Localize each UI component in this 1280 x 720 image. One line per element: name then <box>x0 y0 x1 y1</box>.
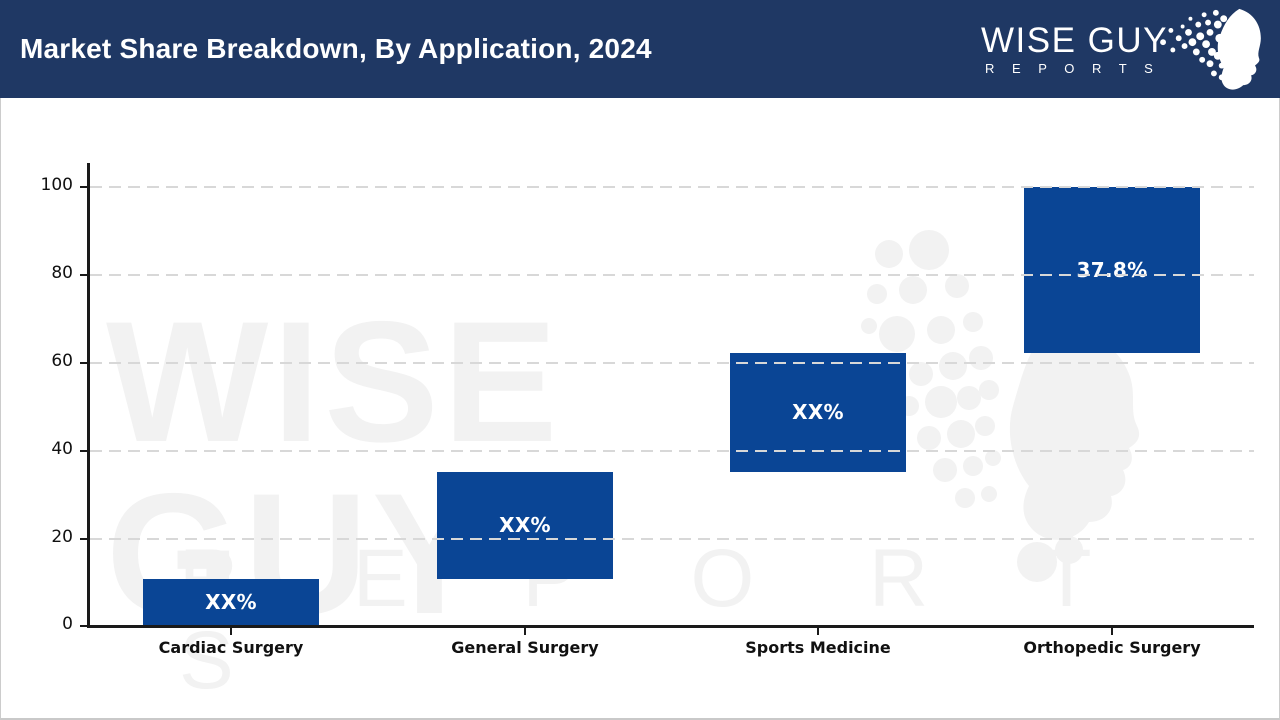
logo-subtitle: R E P O R T S <box>984 60 1160 76</box>
y-axis-line <box>87 163 90 627</box>
bar-value-label: 37.8% <box>1076 257 1148 282</box>
y-tick-label-60: 60 <box>51 351 73 371</box>
y-tick-mark <box>80 450 88 452</box>
header-bar: Market Share Breakdown, By Application, … <box>0 0 1280 98</box>
y-tick-mark <box>80 274 88 276</box>
bar-value-label: XX% <box>499 513 551 538</box>
x-category-label-cardiac: Cardiac Surgery <box>158 638 304 657</box>
y-tick-mark <box>80 538 88 540</box>
watermark-face-icon <box>861 230 1140 582</box>
y-tick-mark <box>80 186 88 188</box>
x-category-label-orthopedic: Orthopedic Surgery <box>1023 638 1201 657</box>
y-tick-label-0: 0 <box>62 614 73 634</box>
x-axis-line <box>87 624 1254 628</box>
chart-area: WISE GUY R E P O R T S XX% XX% <box>0 98 1280 720</box>
x-tick-mark <box>524 627 526 635</box>
y-tick-label-80: 80 <box>51 263 73 283</box>
bar-value-label: XX% <box>205 590 257 615</box>
bar-sports-medicine: XX% <box>730 352 906 472</box>
gridline-100 <box>90 186 1254 188</box>
gridline-60 <box>90 362 1254 364</box>
wiseguy-logo: WISE GUY R E P O R T S <box>981 5 1280 93</box>
bar-general-surgery: XX% <box>437 471 613 579</box>
x-category-label-general: General Surgery <box>451 638 599 657</box>
y-tick-mark <box>80 362 88 364</box>
logo-text: WISE GUY R E P O R T S <box>981 23 1168 76</box>
x-tick-mark <box>230 627 232 635</box>
x-category-label-sports: Sports Medicine <box>745 638 891 657</box>
x-tick-mark <box>1111 627 1113 635</box>
gridline-40 <box>90 449 1254 452</box>
y-tick-label-20: 20 <box>51 527 73 547</box>
y-tick-label-100: 100 <box>40 175 73 195</box>
bar-orthopedic-surgery: 37.8% <box>1024 187 1200 353</box>
watermark-subtitle: R E P O R T S <box>179 533 1137 706</box>
x-tick-mark <box>817 627 819 635</box>
y-tick-label-40: 40 <box>51 439 73 459</box>
gridline-20 <box>90 537 1254 540</box>
bar-value-label: XX% <box>792 400 844 425</box>
page-title: Market Share Breakdown, By Application, … <box>20 33 652 64</box>
logo-wordmark: WISE GUY <box>980 20 1168 60</box>
bar-cardiac-surgery: XX% <box>143 578 319 626</box>
gridline-80 <box>90 274 1254 276</box>
y-tick-mark <box>80 625 88 627</box>
logo-face-icon <box>1160 8 1261 90</box>
